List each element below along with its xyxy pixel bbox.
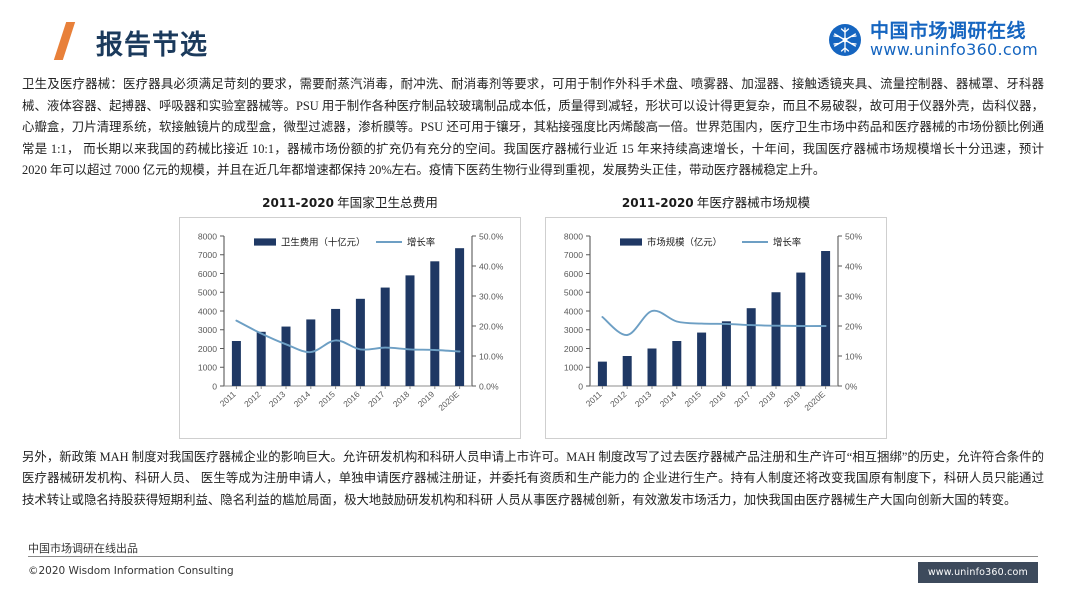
brand-name: 中国市场调研在线 — [869, 20, 1026, 42]
svg-text:6000: 6000 — [564, 268, 583, 278]
svg-text:7000: 7000 — [198, 250, 217, 260]
svg-text:2020E: 2020E — [436, 388, 461, 412]
svg-text:8000: 8000 — [198, 231, 217, 241]
page-header: 报告节选 中国市场调研在线 www.uninfo360.com — [0, 0, 1066, 72]
chart-title-left: 2011-2020 年国家卫生总费用 — [179, 192, 521, 211]
charts-row: 2011-2020 年国家卫生总费用 0 1000 2000 3000 4000 5000… — [0, 192, 1066, 439]
svg-text:0: 0 — [578, 381, 583, 391]
svg-text:2017: 2017 — [732, 388, 753, 408]
svg-text:4000: 4000 — [198, 306, 217, 316]
svg-text:10%: 10% — [845, 351, 863, 361]
svg-text:市场规模（亿元）: 市场规模（亿元） — [647, 236, 722, 247]
svg-text:0: 0 — [212, 381, 217, 391]
svg-text:2012: 2012 — [608, 388, 629, 408]
svg-text:40%: 40% — [845, 261, 863, 271]
svg-text:卫生费用（十亿元）: 卫生费用（十亿元） — [281, 236, 365, 247]
svg-text:0.0%: 0.0% — [479, 381, 499, 391]
chart-frame-right: 0 1000 2000 3000 4000 5000 6000 7000 8000 0% 10% 20… — [545, 216, 887, 439]
svg-text:7000: 7000 — [564, 250, 583, 260]
svg-text:20%: 20% — [845, 321, 863, 331]
svg-text:0%: 0% — [845, 381, 858, 391]
svg-text:2014: 2014 — [292, 388, 313, 408]
svg-text:2016: 2016 — [341, 388, 362, 408]
svg-text:2015: 2015 — [682, 388, 703, 408]
svg-text:50.0%: 50.0% — [479, 231, 504, 241]
chart-title-right: 2011-2020 年医疗器械市场规模 — [545, 192, 887, 211]
footer-divider — [28, 556, 1038, 557]
svg-text:2000: 2000 — [564, 343, 583, 353]
chart-medical-device-market: 2011-2020 年医疗器械市场规模 0 1000 2000 3000 4000 500… — [545, 192, 887, 439]
svg-text:10.0%: 10.0% — [479, 351, 504, 361]
svg-text:30%: 30% — [845, 291, 863, 301]
page-title: 报告节选 — [96, 30, 208, 61]
footer-url-badge[interactable]: www.uninfo360.com — [917, 562, 1038, 583]
chart-health-expenditure: 2011-2020 年国家卫生总费用 0 1000 2000 3000 4000 5000… — [179, 192, 521, 439]
svg-text:增长率: 增长率 — [773, 236, 801, 247]
chart-canvas-right: 0 1000 2000 3000 4000 5000 6000 7000 8000 0% 10% 20… — [564, 231, 863, 412]
orange-slash-icon — [53, 22, 76, 60]
chart-title-left-years: 2011-2020 — [262, 195, 334, 210]
brand-logo-block[interactable]: 中国市场调研在线 www.uninfo360.com — [828, 20, 1038, 59]
brand-url: www.uninfo360.com — [869, 39, 1038, 59]
svg-text:2019: 2019 — [416, 388, 437, 408]
page-footer: 中国市场调研在线出品 ©2020 Wisdom Information Cons… — [0, 538, 1066, 600]
svg-text:30.0%: 30.0% — [479, 291, 504, 301]
svg-text:2000: 2000 — [198, 343, 217, 353]
svg-text:4000: 4000 — [564, 306, 583, 316]
svg-text:增长率: 增长率 — [407, 236, 435, 247]
svg-text:2019: 2019 — [782, 388, 803, 408]
svg-text:1000: 1000 — [198, 362, 217, 372]
svg-text:20.0%: 20.0% — [479, 321, 504, 331]
footer-produced-by: 中国市场调研在线出品 — [28, 542, 138, 555]
svg-text:8000: 8000 — [564, 231, 583, 241]
svg-text:3000: 3000 — [198, 325, 217, 335]
svg-text:2011: 2011 — [218, 388, 238, 408]
svg-text:2017: 2017 — [366, 388, 387, 408]
svg-text:5000: 5000 — [198, 287, 217, 297]
svg-text:2014: 2014 — [658, 388, 679, 408]
chart-frame-left: 0 1000 2000 3000 4000 5000 6000 7000 8000 0.0% 10.… — [179, 216, 521, 439]
svg-text:2011: 2011 — [584, 388, 604, 408]
svg-text:2013: 2013 — [267, 388, 288, 408]
svg-text:2013: 2013 — [633, 388, 654, 408]
chart-title-right-rest: 年医疗器械市场规模 — [693, 195, 811, 210]
snowflake-logo-icon — [828, 24, 861, 57]
svg-text:2015: 2015 — [316, 388, 337, 408]
svg-text:2016: 2016 — [707, 388, 728, 408]
svg-text:3000: 3000 — [564, 325, 583, 335]
footer-copyright: ©2020 Wisdom Information Consulting — [28, 565, 234, 577]
svg-text:2020E: 2020E — [802, 388, 827, 412]
svg-text:1000: 1000 — [564, 362, 583, 372]
svg-text:5000: 5000 — [564, 287, 583, 297]
chart-canvas-left: 0 1000 2000 3000 4000 5000 6000 7000 8000 0.0% 10.… — [198, 231, 504, 412]
svg-text:40.0%: 40.0% — [479, 261, 504, 271]
svg-text:2018: 2018 — [757, 388, 778, 408]
svg-text:2012: 2012 — [242, 388, 263, 408]
svg-text:6000: 6000 — [198, 268, 217, 278]
chart-title-left-rest: 年国家卫生总费用 — [333, 195, 438, 210]
policy-paragraph: 另外，新政策 MAH 制度对我国医疗器械企业的影响巨大。允许研发机构和科研人员申… — [22, 449, 1044, 507]
chart-title-right-years: 2011-2020 — [621, 195, 694, 210]
svg-text:2018: 2018 — [391, 388, 412, 408]
intro-paragraph: 卫生及医疗器械：医疗器具必须满足苛刻的要求，需要耐蒸汽消毒，耐冲洗、耐消毒剂等要… — [22, 77, 1044, 177]
svg-text:50%: 50% — [845, 231, 863, 241]
